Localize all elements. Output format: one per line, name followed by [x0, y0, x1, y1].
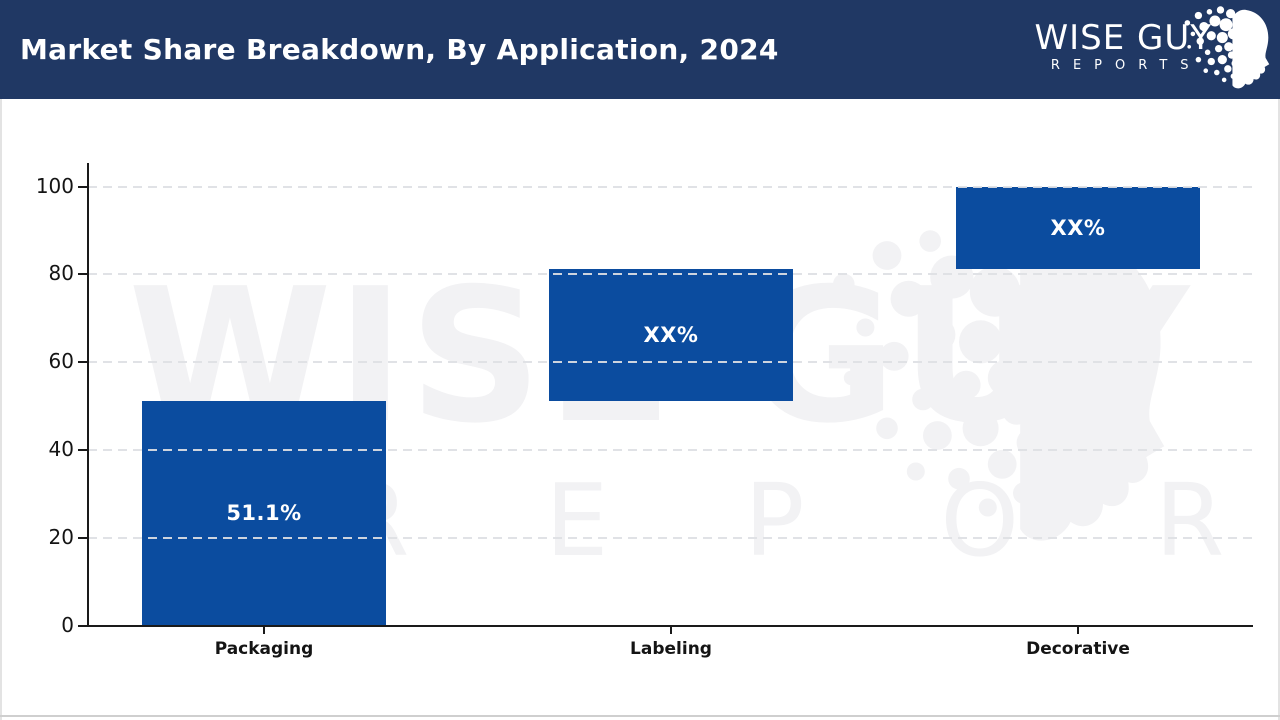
- bar-value-label-packaging: 51.1%: [226, 501, 302, 526]
- bar-packaging: 51.1%: [142, 401, 386, 626]
- y-tick-mark-80: [78, 273, 88, 276]
- wise-guy-reports-logo: WISE GUY REPORTS: [1022, 4, 1272, 96]
- y-axis-line: [87, 163, 89, 627]
- y-tick-label-0: 0: [61, 612, 74, 637]
- right-border: [1278, 99, 1280, 720]
- gridline-40: [88, 448, 1253, 451]
- x-axis-line: [85, 625, 1253, 627]
- x-tick-label-packaging: Packaging: [214, 639, 314, 659]
- logo-wordmark: WISE GUY: [1034, 18, 1212, 58]
- x-tick-mark-decorative: [1077, 627, 1079, 634]
- gridline-80: [88, 273, 1253, 276]
- y-tick-label-20: 20: [48, 524, 74, 549]
- head-profile-shape: [1232, 9, 1270, 89]
- y-tick-label-60: 60: [48, 349, 74, 374]
- bar-value-label-labeling: XX%: [643, 323, 699, 348]
- header-bar: Market Share Breakdown, By Application, …: [0, 0, 1280, 99]
- gridline-60: [88, 361, 1253, 364]
- y-tick-label-80: 80: [48, 261, 74, 286]
- y-tick-mark-40: [78, 448, 88, 451]
- left-border: [0, 99, 2, 720]
- x-tick-label-decorative: Decorative: [1026, 639, 1130, 659]
- bar-value-label-decorative: XX%: [1050, 215, 1106, 240]
- dot-cluster: [1184, 6, 1242, 83]
- y-tick-mark-0: [78, 624, 88, 627]
- y-tick-mark-20: [78, 536, 88, 539]
- y-tick-label-40: 40: [48, 436, 74, 461]
- gridline-100: [88, 185, 1253, 188]
- logo-subtitle: REPORTS: [1050, 58, 1202, 74]
- y-tick-mark-100: [78, 185, 88, 188]
- y-tick-mark-60: [78, 361, 88, 364]
- bottom-border: [0, 715, 1280, 717]
- x-tick-mark-labeling: [670, 627, 672, 634]
- head-profile-shape: [1020, 233, 1165, 541]
- bar-labeling: XX%: [549, 269, 793, 402]
- y-tick-label-100: 100: [35, 173, 74, 198]
- bar-decorative: XX%: [956, 186, 1200, 270]
- waterfall-chart: 0 20 40 60 80 100 51.1% XX% XX% Packaging Labeling…: [0, 99, 1280, 720]
- x-tick-label-labeling: Labeling: [630, 639, 712, 659]
- page-title: Market Share Breakdown, By Application, …: [20, 33, 779, 66]
- gridline-20: [88, 536, 1253, 539]
- watermark-dotted-head-icon: [833, 219, 1165, 541]
- logo-text: WISE GUY REPORTS: [1034, 18, 1212, 74]
- x-tick-mark-packaging: [263, 627, 265, 634]
- dotted-head-icon: [1184, 6, 1270, 89]
